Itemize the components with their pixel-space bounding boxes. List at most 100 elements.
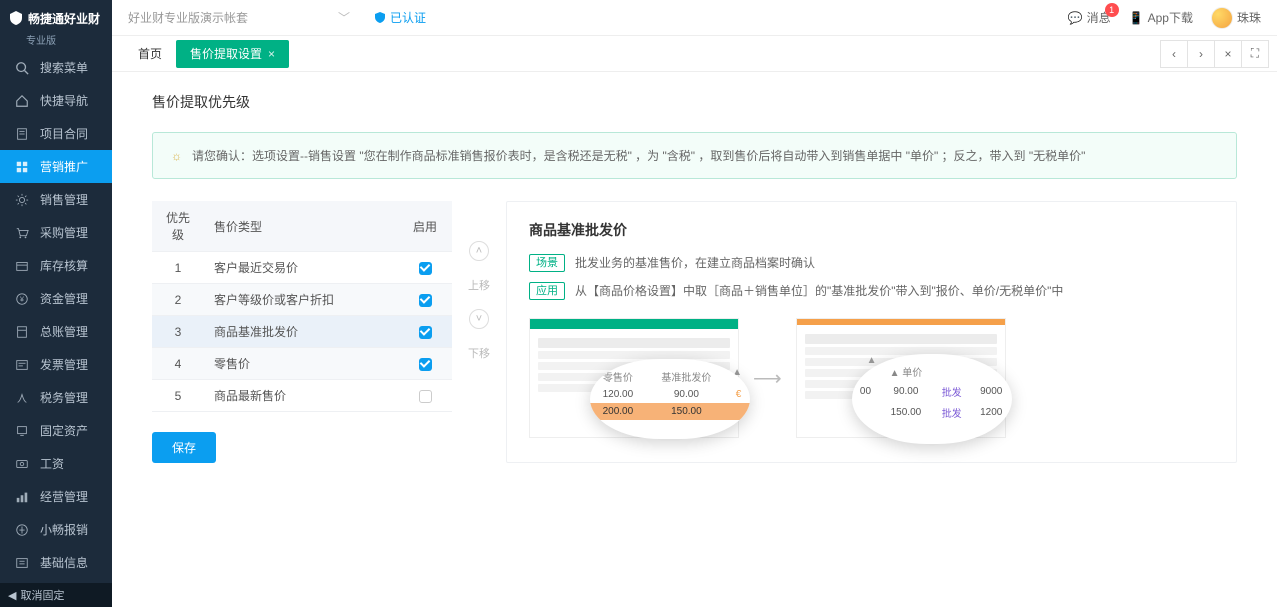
cell-priority: 3 — [152, 316, 204, 348]
nav-label: 总账管理 — [40, 323, 88, 340]
save-button[interactable]: 保存 — [152, 432, 216, 463]
uparrow-icon-2: ▲ — [867, 355, 877, 366]
home-icon — [14, 93, 30, 109]
brand-name: 畅捷通好业财 — [28, 10, 100, 27]
nav-item-3[interactable]: 营销推广 — [0, 150, 112, 183]
nav-item-9[interactable]: 发票管理 — [0, 348, 112, 381]
priority-column: 优先级 售价类型 启用 1客户最近交易价2客户等级价或客户折扣3商品基准批发价4… — [152, 201, 452, 463]
app-download-button[interactable]: 📱 App下载 — [1129, 9, 1193, 26]
tab-prev-button[interactable]: ‹ — [1160, 40, 1188, 68]
nav-item-10[interactable]: 税务管理 — [0, 381, 112, 414]
checkbox[interactable] — [419, 390, 432, 403]
z2-r2t: 批发 — [942, 409, 962, 420]
nav-label: 销售管理 — [40, 191, 88, 208]
chevron-down-icon: ﹀ — [338, 9, 350, 26]
nav-item-7[interactable]: ¥资金管理 — [0, 282, 112, 315]
cell-type: 商品基准批发价 — [204, 316, 398, 348]
biz-icon — [14, 489, 30, 505]
lightbulb-icon: ☼ — [171, 149, 182, 163]
nav-item-13[interactable]: 经营管理 — [0, 480, 112, 513]
nav-item-14[interactable]: 小畅报销 — [0, 513, 112, 546]
nav-item-1[interactable]: 快捷导航 — [0, 84, 112, 117]
th-type: 售价类型 — [204, 201, 398, 252]
nav-list: 搜索菜单快捷导航项目合同营销推广销售管理采购管理库存核算¥资金管理总账管理发票管… — [0, 51, 112, 583]
nav-label: 经营管理 — [40, 488, 88, 505]
table-row[interactable]: 4零售价 — [152, 348, 452, 380]
zoom-right: ▲ 单价 0090.00批发9000 150.00批发1200 — [852, 354, 1012, 444]
nav-label: 资金管理 — [40, 290, 88, 307]
z1-r2a: 200.00 — [590, 403, 646, 420]
info-banner: ☼ 请您确认：选项设置--销售设置 "您在制作商品标准销售报价表时，是含税还是无… — [152, 132, 1237, 179]
nav-item-6[interactable]: 库存核算 — [0, 249, 112, 282]
info-icon — [14, 555, 30, 571]
table-row[interactable]: 2客户等级价或客户折扣 — [152, 284, 452, 316]
topbar: 好业财专业版演示帐套 ﹀ 已认证 💬 消息 1 📱 App下载 珠珠 — [112, 0, 1277, 36]
box-icon — [14, 258, 30, 274]
nav-label: 营销推广 — [40, 158, 88, 175]
sidebar-toggle-pin[interactable]: ◀ 取消固定 — [0, 583, 112, 607]
nav-label: 发票管理 — [40, 356, 88, 373]
nav-label: 税务管理 — [40, 389, 88, 406]
nav-label: 工资 — [40, 455, 64, 472]
nav-item-12[interactable]: 工资 — [0, 447, 112, 480]
cell-type: 客户等级价或客户折扣 — [204, 284, 398, 316]
z2-r1b: 9000 — [971, 381, 1012, 402]
asset-icon — [14, 423, 30, 439]
move-down-button[interactable]: ˅ — [469, 309, 489, 329]
table-row[interactable]: 1客户最近交易价 — [152, 252, 452, 284]
nav-item-4[interactable]: 销售管理 — [0, 183, 112, 216]
ledger-icon — [14, 324, 30, 340]
cell-enable — [398, 252, 452, 284]
panel-apply: 应用 从【商品价格设置】中取［商品＋销售单位］的"基准批发价"带入到"报价、单价… — [529, 282, 1214, 300]
user-menu[interactable]: 珠珠 — [1211, 7, 1261, 29]
pin-icon: ◀ — [8, 589, 16, 602]
checkbox[interactable] — [419, 326, 432, 339]
z2-r2b: 1200 — [971, 402, 1012, 423]
invoice-icon — [14, 357, 30, 373]
cell-type: 商品最新售价 — [204, 380, 398, 412]
cell-enable — [398, 348, 452, 380]
nav-item-2[interactable]: 项目合同 — [0, 117, 112, 150]
save-label: 保存 — [172, 441, 196, 455]
priority-table: 优先级 售价类型 启用 1客户最近交易价2客户等级价或客户折扣3商品基准批发价4… — [152, 201, 452, 412]
nav-item-15[interactable]: 基础信息 — [0, 546, 112, 579]
content-row: 优先级 售价类型 启用 1客户最近交易价2客户等级价或客户折扣3商品基准批发价4… — [152, 201, 1237, 463]
search-icon — [14, 60, 30, 76]
tabs-controls: ‹ › × ⛶ — [1161, 40, 1277, 68]
mini-header-left — [530, 319, 738, 329]
nav-item-5[interactable]: 采购管理 — [0, 216, 112, 249]
nav-item-0[interactable]: 搜索菜单 — [0, 51, 112, 84]
main-content: 售价提取优先级 ☼ 请您确认：选项设置--销售设置 "您在制作商品标准销售报价表… — [112, 72, 1277, 607]
close-icon[interactable]: × — [268, 47, 275, 61]
checkbox[interactable] — [419, 294, 432, 307]
checkbox[interactable] — [419, 262, 432, 275]
table-row[interactable]: 5商品最新售价 — [152, 380, 452, 412]
apply-text: 从【商品价格设置】中取［商品＋销售单位］的"基准批发价"带入到"报价、单价/无税… — [575, 282, 1063, 299]
tab-home[interactable]: 首页 — [124, 40, 176, 68]
nav-label: 小畅报销 — [40, 521, 88, 538]
account-selector[interactable]: 好业财专业版演示帐套 ﹀ — [128, 9, 350, 26]
cell-enable — [398, 380, 452, 412]
table-row[interactable]: 3商品基准批发价 — [152, 316, 452, 348]
account-name: 好业财专业版演示帐套 — [128, 9, 248, 26]
messages-button[interactable]: 💬 消息 1 — [1068, 9, 1111, 26]
move-up-button[interactable]: ˄ — [469, 241, 489, 261]
tab-close-all-button[interactable]: × — [1214, 40, 1242, 68]
pin-label: 取消固定 — [20, 587, 64, 603]
mobile-icon: 📱 — [1129, 11, 1144, 25]
nav-label: 搜索菜单 — [40, 59, 88, 76]
tab-next-button[interactable]: › — [1187, 40, 1215, 68]
cell-priority: 2 — [152, 284, 204, 316]
user-name: 珠珠 — [1237, 9, 1261, 26]
gear-icon — [14, 192, 30, 208]
fullscreen-button[interactable]: ⛶ — [1241, 40, 1269, 68]
checkbox[interactable] — [419, 358, 432, 371]
tab-home-label: 首页 — [138, 45, 162, 62]
nav-item-8[interactable]: 总账管理 — [0, 315, 112, 348]
cell-enable — [398, 316, 452, 348]
diagram: ▲ 零售价基准批发价 120.0090.00€ 200.00150.00 ⟶ — [529, 318, 1214, 438]
tab-active[interactable]: 售价提取设置 × — [176, 40, 289, 68]
cell-priority: 5 — [152, 380, 204, 412]
nav-item-11[interactable]: 固定资产 — [0, 414, 112, 447]
z1-h2: 基准批发价 — [646, 367, 727, 386]
